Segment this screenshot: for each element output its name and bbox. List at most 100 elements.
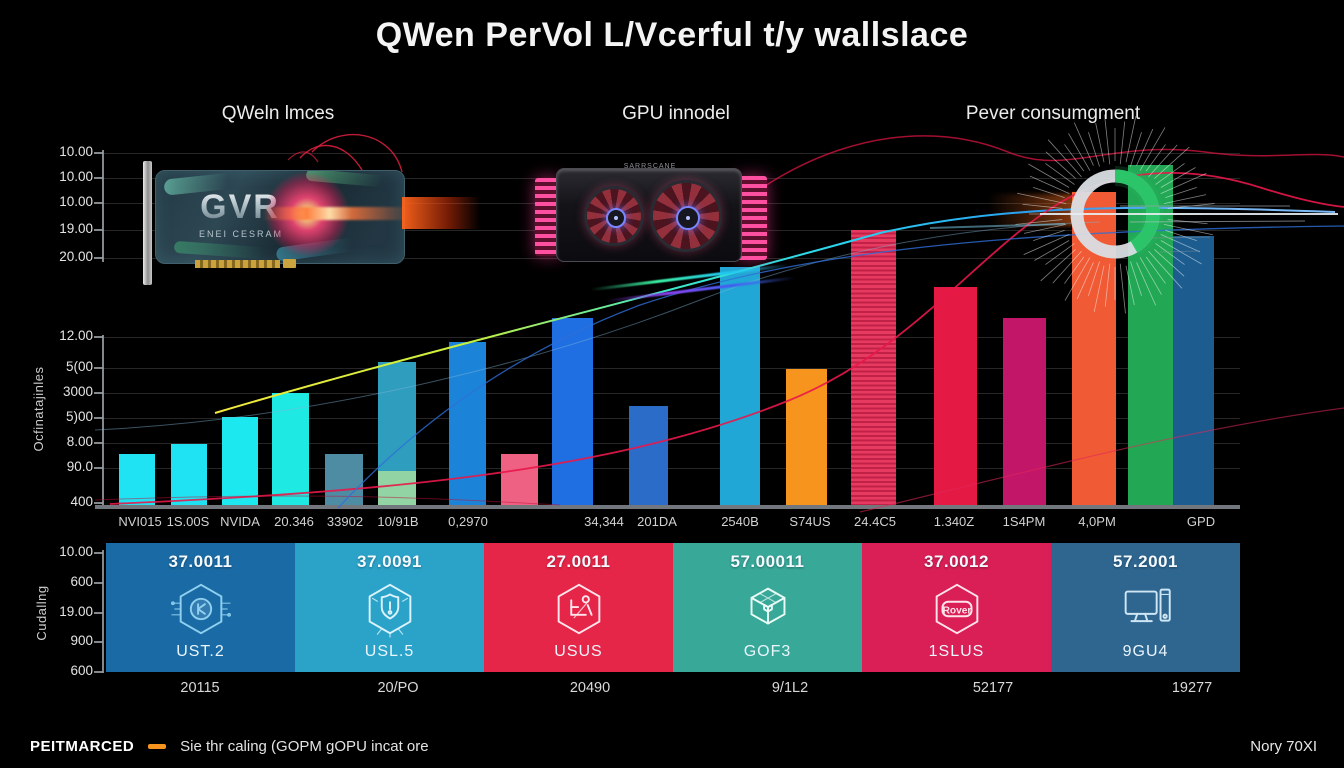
gpu-card-top-text: SARRSCANE	[623, 163, 677, 170]
panel-sub-value: 9/1L2	[771, 680, 809, 696]
panel-sub-value: 20490	[569, 680, 611, 696]
y-tick-mark	[94, 612, 103, 614]
section-header-middle: GPU innodel	[622, 103, 730, 124]
y-axis-line	[102, 550, 104, 673]
y-tick-label: 5)00	[65, 409, 93, 424]
bar	[1072, 192, 1116, 505]
page-title: QWen PerVol L/Vcerful t/y wallslace	[375, 16, 969, 54]
footer-left: PEITMARCED Sie thr caling (GOPM gOPU inc…	[30, 738, 429, 755]
bar	[119, 454, 155, 505]
x-tick-label: NVI015	[118, 514, 162, 529]
panel-icon-wrap	[295, 577, 484, 641]
panel-number: 37.0091	[357, 552, 422, 571]
bar	[1003, 318, 1046, 505]
y-tick-mark	[94, 336, 103, 338]
bar	[786, 369, 827, 505]
y-tick-label: 19.00	[59, 221, 93, 236]
y-tick-mark	[94, 367, 103, 369]
gpu-fan-large	[650, 180, 722, 252]
x-tick-label: 4,0PM	[1078, 514, 1116, 529]
bar	[449, 342, 486, 505]
x-tick-label: 20.346	[274, 514, 314, 529]
panel-sub-value: 19277	[1171, 680, 1213, 696]
footer-note: Nory 70XI	[1250, 738, 1317, 755]
gold-chip	[283, 259, 296, 268]
x-axis-line	[95, 505, 1240, 509]
bar	[501, 454, 538, 505]
legend-label: Sie thr caling (GOPM gOPU incat ore	[180, 738, 429, 755]
gauge-orange-glow	[988, 194, 1080, 226]
y-tick-mark	[94, 417, 103, 419]
y-tick-label: 10.00	[59, 169, 93, 184]
bar	[1128, 165, 1173, 505]
info-panel: 27.0011 USUS	[484, 543, 673, 672]
panel-icon-wrap: Rover	[862, 577, 1051, 641]
x-tick-label: NVIDA	[220, 514, 260, 529]
y-tick-label: 20.00	[59, 249, 93, 264]
x-tick-label: 34,344	[584, 514, 624, 529]
x-tick-label: 1S4PM	[1002, 514, 1046, 529]
panel-icon-wrap	[484, 577, 673, 641]
y-tick-label: 900	[70, 633, 93, 648]
bar	[552, 318, 593, 505]
y-tick-mark	[94, 582, 103, 584]
y-tick-mark	[94, 641, 103, 643]
y-tick-mark	[94, 177, 103, 179]
x-tick-label: GPD	[1186, 514, 1216, 529]
section-header-left: QWeln lmces	[221, 103, 335, 124]
y-tick-mark	[94, 257, 103, 259]
y-tick-mark	[94, 467, 103, 469]
x-tick-label: S74US	[789, 514, 831, 529]
x-tick-label: 24.4C5	[854, 514, 896, 529]
gold-connector-pins	[195, 260, 280, 268]
section-header-right: Pever consumgment	[965, 103, 1141, 124]
y-tick-label: 10.00	[59, 144, 93, 159]
panel-number: 37.0012	[924, 552, 989, 571]
y-axis-line	[102, 335, 104, 505]
y-tick-label: 8.00	[66, 434, 93, 449]
y-tick-label: 10.00	[59, 194, 93, 209]
y-tick-label: 19.00	[59, 604, 93, 619]
panel-label: 9GU4	[1122, 643, 1169, 660]
x-tick-label: 10/91B	[377, 514, 419, 529]
y-tick-mark	[94, 502, 103, 504]
bar	[272, 393, 309, 505]
shield-hexagon-icon	[368, 583, 411, 638]
bar	[934, 287, 977, 505]
gpu-fan-small	[584, 186, 644, 246]
x-tick-label: 1S.00S	[166, 514, 210, 529]
x-tick-label: 201DA	[637, 514, 677, 529]
y-tick-label: 600	[70, 574, 93, 589]
x-tick-label: 0,2970	[448, 514, 488, 529]
desktop-monitor-icon	[1124, 588, 1171, 623]
y-axis-line	[102, 150, 104, 262]
lab-hexagon-icon	[557, 583, 600, 635]
bar	[629, 406, 668, 505]
x-tick-label: 1.340Z	[933, 514, 975, 529]
y-tick-mark	[94, 671, 103, 673]
bar	[171, 444, 207, 505]
info-panel: 57.2001 9GU4	[1051, 543, 1240, 672]
y-tick-label: 600	[70, 663, 93, 678]
gridline	[103, 368, 1240, 369]
y-tick-label: 12.00	[59, 328, 93, 343]
panel-number: 57.00011	[730, 552, 805, 571]
panel-number: 57.2001	[1113, 552, 1178, 571]
panel-sub-value: 20115	[180, 680, 220, 696]
y-tick-mark	[94, 152, 103, 154]
gridline	[103, 153, 1240, 154]
y-tick-mark	[94, 552, 103, 554]
rover-hexagon-icon: Rover	[935, 583, 978, 635]
light-beam	[402, 197, 480, 229]
panel-icon-wrap	[673, 577, 862, 641]
y-tick-label: 3000	[62, 384, 93, 399]
chip-hexagon-icon	[170, 583, 231, 635]
bar	[1173, 236, 1214, 505]
panel-label: USL.5	[364, 643, 415, 660]
panel-sub-value: 20/PO	[377, 680, 419, 696]
bar	[720, 267, 760, 505]
fan-hub	[676, 206, 700, 230]
y-tick-mark	[94, 229, 103, 231]
y-tick-label: 90.0	[66, 459, 93, 474]
